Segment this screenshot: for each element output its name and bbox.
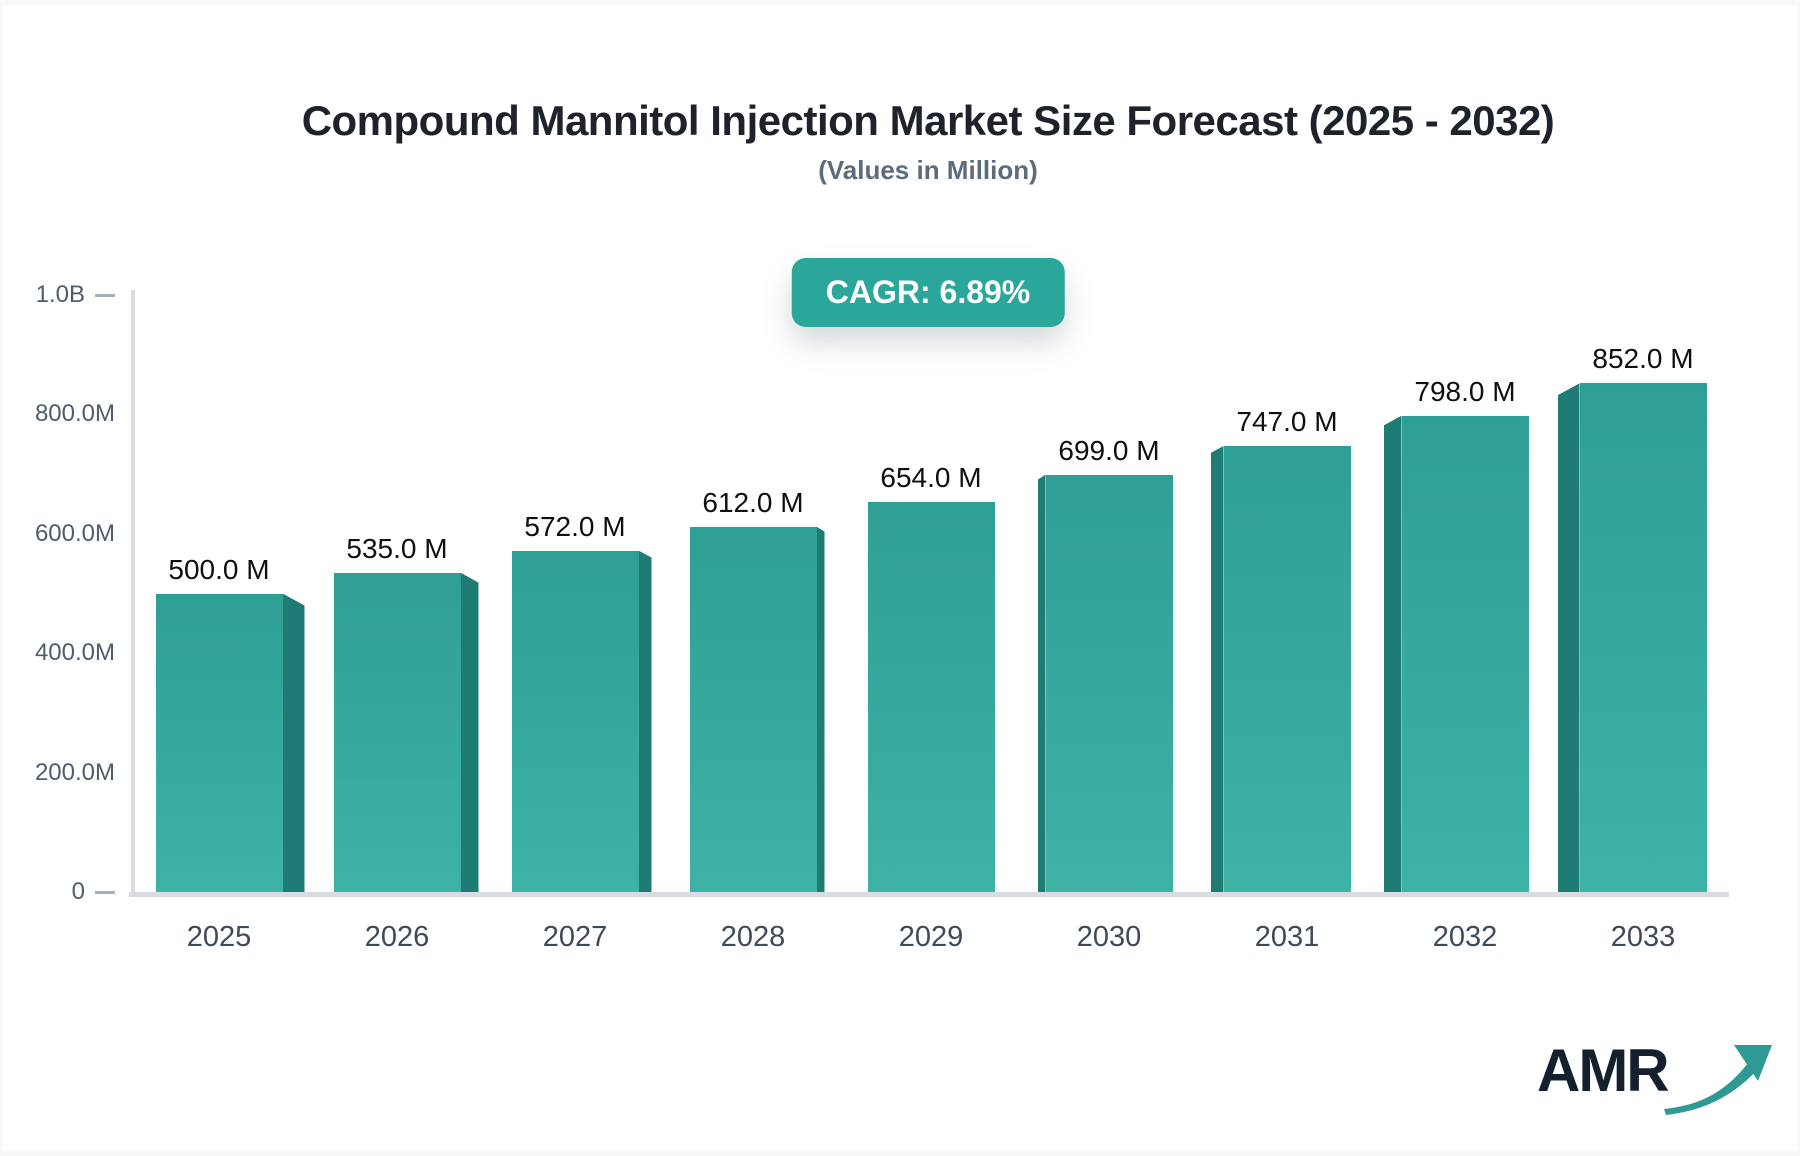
x-axis-label-2028: 2028 xyxy=(720,921,786,953)
bar-side-face-2031 xyxy=(1210,446,1224,892)
cagr-badge: CAGR: 6.89% xyxy=(791,258,1065,327)
bar-2032[interactable] xyxy=(1401,415,1529,892)
x-axis-label-2033: 2033 xyxy=(1610,921,1676,953)
y-axis-tick-0: 0 xyxy=(3,877,115,907)
y-axis-tick-label: 600.0M xyxy=(34,519,115,547)
bar-value-label-2025: 500.0 M xyxy=(168,553,270,585)
x-axis-label-2027: 2027 xyxy=(542,921,608,953)
y-axis-tick-600.0M: 600.0M xyxy=(3,519,115,549)
bar-side-face-2027 xyxy=(638,550,652,892)
y-axis-tick-400.0M: 400.0M xyxy=(3,638,115,668)
bar-value-label-2033: 852.0 M xyxy=(1592,343,1694,375)
x-axis-label-2032: 2032 xyxy=(1432,921,1498,953)
y-axis-tick-label: 200.0M xyxy=(34,758,115,786)
bar-2031[interactable] xyxy=(1223,446,1351,892)
bar-side-face-2028 xyxy=(816,526,825,892)
y-axis-tick-label: 0 xyxy=(71,878,85,905)
bar-value-label-2032: 798.0 M xyxy=(1414,375,1516,407)
bar-value-label-2027: 572.0 M xyxy=(524,510,626,542)
trend-up-arrow-icon xyxy=(1663,1045,1772,1115)
x-axis-label-2026: 2026 xyxy=(364,921,430,953)
bar-2027[interactable] xyxy=(511,550,639,892)
x-axis-label-2031: 2031 xyxy=(1254,921,1320,953)
y-axis-tick-label: 1.0B xyxy=(35,281,85,308)
x-axis-label-2030: 2030 xyxy=(1076,921,1142,953)
bar-side-face-2033 xyxy=(1557,383,1580,892)
x-axis-label-2025: 2025 xyxy=(186,921,252,953)
bar-value-label-2029: 654.0 M xyxy=(880,461,982,493)
bar-value-label-2030: 699.0 M xyxy=(1058,434,1160,466)
y-axis-tick-label: 800.0M xyxy=(34,400,115,428)
y-axis-tick-1.0B: 1.0B xyxy=(3,280,115,310)
amr-logo: AMR xyxy=(1537,1041,1774,1117)
y-axis-tick-label: 400.0M xyxy=(34,639,115,667)
chart-title: Compound Mannitol Injection Market Size … xyxy=(301,97,1555,144)
bar-2028[interactable] xyxy=(689,526,817,892)
bar-2026[interactable] xyxy=(333,572,461,892)
bar-2025[interactable] xyxy=(155,593,283,892)
y-axis-line xyxy=(131,290,135,894)
bar-side-face-2030 xyxy=(1037,474,1046,892)
y-axis-tick-800.0M: 800.0M xyxy=(3,399,115,429)
x-axis-baseline xyxy=(129,892,1729,897)
bar-2030[interactable] xyxy=(1045,474,1173,892)
bar-2033[interactable] xyxy=(1579,383,1707,892)
bar-2029[interactable] xyxy=(867,501,995,892)
chart-card: Compound Mannitol Injection Market Size … xyxy=(3,5,1797,1151)
bar-value-label-2031: 747.0 M xyxy=(1236,406,1338,438)
x-axis-label-2029: 2029 xyxy=(898,921,964,953)
bar-side-face-2025 xyxy=(282,593,305,892)
y-axis-tick-dash xyxy=(95,890,115,894)
bar-side-face-2032 xyxy=(1383,415,1402,892)
y-axis-tick-200.0M: 200.0M xyxy=(3,758,115,788)
amr-logo-text: AMR xyxy=(1537,1037,1670,1104)
y-axis-tick-dash xyxy=(95,293,115,297)
bar-value-label-2026: 535.0 M xyxy=(346,532,448,564)
chart-subtitle: (Values in Million) xyxy=(818,155,1038,185)
bar-side-face-2026 xyxy=(460,572,479,892)
bar-value-label-2028: 612.0 M xyxy=(702,486,804,518)
